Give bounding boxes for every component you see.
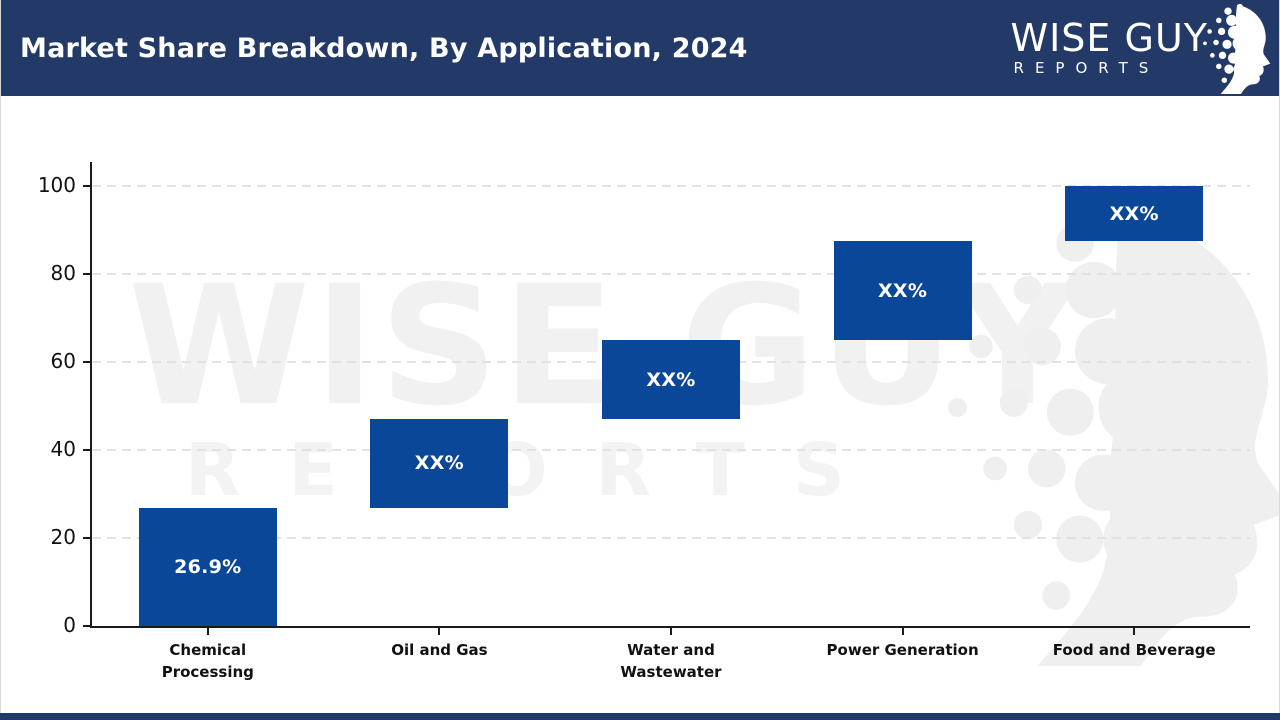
y-grid-line xyxy=(92,449,1250,451)
x-tick-mark xyxy=(438,628,441,635)
x-tick-mark xyxy=(1133,628,1136,635)
chart-area: WISE GUY REPORTS 0 20 40 60 80 100 26.9% Chemic… xyxy=(0,96,1280,713)
bar: XX% xyxy=(370,419,509,508)
y-tick-mark xyxy=(83,449,91,451)
x-category-label: Chemical Processing xyxy=(161,641,254,681)
wiseguy-logo-text: WISE GUY REPORTS xyxy=(1010,16,1208,77)
y-grid-line xyxy=(92,273,1250,275)
logo-subtext: REPORTS xyxy=(1013,58,1160,77)
y-tick-mark xyxy=(83,185,91,187)
y-tick-mark xyxy=(83,625,91,627)
y-grid-line xyxy=(92,185,1250,187)
bar-label: XX% xyxy=(877,279,928,302)
chart-title: Market Share Breakdown, By Application, … xyxy=(20,32,748,64)
bar: XX% xyxy=(602,340,740,420)
x-category-label: Food and Beverage xyxy=(1052,641,1216,659)
y-tick-mark xyxy=(83,273,91,275)
x-tick-mark xyxy=(901,628,904,635)
x-tick-mark xyxy=(670,628,672,635)
y-tick-label: 0 xyxy=(63,613,76,637)
bar-label: 26.9% xyxy=(174,555,242,578)
bar: XX% xyxy=(1065,186,1204,241)
x-category-label: Power Generation xyxy=(826,641,979,659)
bar-label: XX% xyxy=(1109,202,1159,225)
bar-label: XX% xyxy=(414,452,465,475)
x-category-label: Oil and Gas xyxy=(391,641,488,659)
bar: XX% xyxy=(833,241,972,340)
bar-label: XX% xyxy=(646,368,696,391)
x-category-label: Water and Wastewater xyxy=(620,641,722,681)
footer-bar xyxy=(0,713,1280,720)
y-tick-mark xyxy=(83,537,91,539)
y-tick-mark xyxy=(83,361,91,363)
y-tick-label: 20 xyxy=(50,525,76,549)
x-axis-line xyxy=(90,626,1250,628)
y-tick-label: 60 xyxy=(50,349,76,373)
y-axis-line xyxy=(90,162,92,628)
bar: 26.9% xyxy=(138,507,277,626)
y-tick-label: 100 xyxy=(37,173,76,197)
y-grid-line xyxy=(92,537,1250,539)
y-tick-label: 40 xyxy=(50,437,76,461)
watermark-line2: REPORTS xyxy=(185,428,893,512)
header-bar: Market Share Breakdown, By Application, … xyxy=(0,0,1280,96)
y-tick-label: 80 xyxy=(50,261,76,285)
x-tick-mark xyxy=(206,628,209,635)
logo-wordmark: WISE GUY xyxy=(1010,16,1208,61)
wiseguy-logo: WISE GUY REPORTS xyxy=(1011,2,1274,94)
